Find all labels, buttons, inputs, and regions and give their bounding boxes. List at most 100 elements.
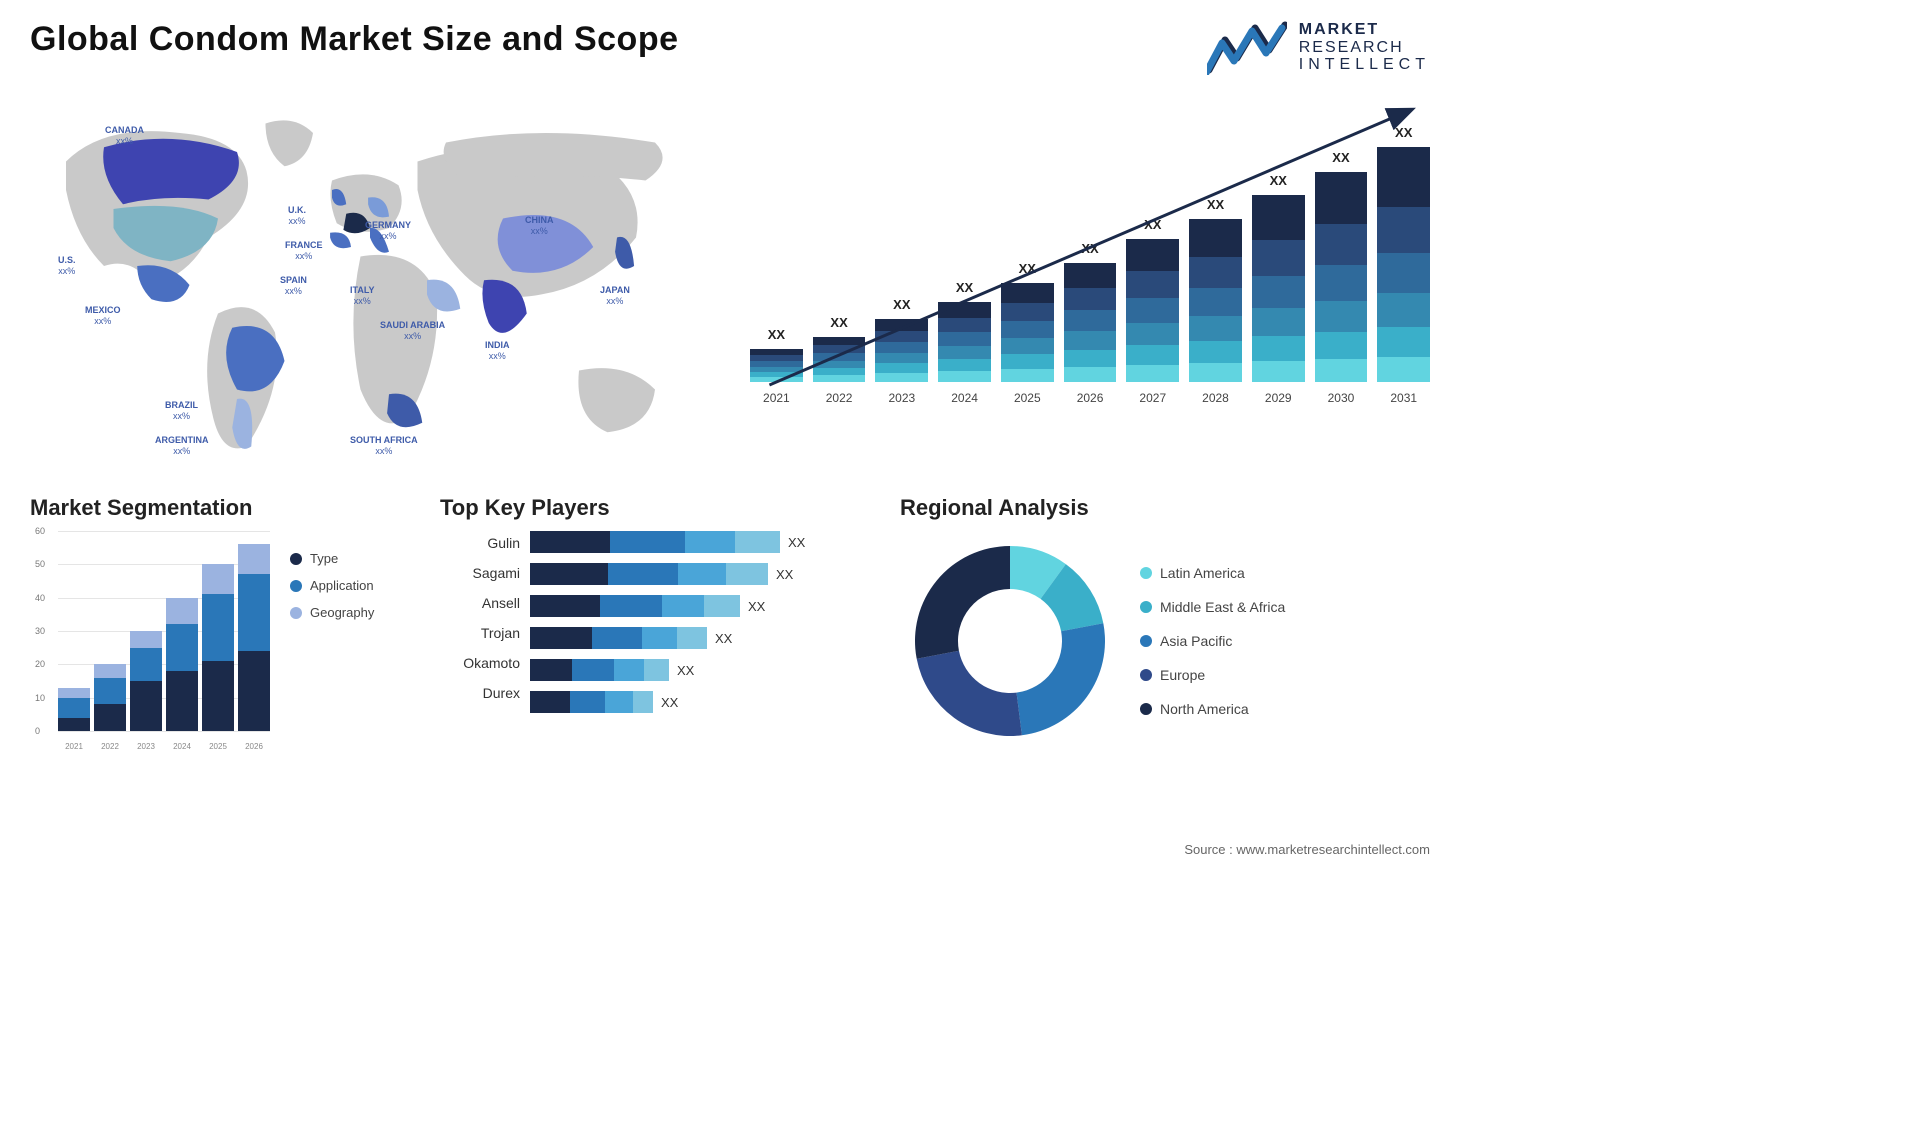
player-bar-segment xyxy=(678,563,726,585)
player-bar-segment xyxy=(644,659,669,681)
brand-logo: MARKET RESEARCH INTELLECT xyxy=(1207,20,1430,75)
seg-year-label: 2024 xyxy=(166,742,198,751)
player-bar-segment xyxy=(685,531,735,553)
map-country-brazil xyxy=(226,326,284,391)
growth-bar-segment xyxy=(1126,271,1179,298)
growth-bar-column: XX2025 xyxy=(1001,261,1054,405)
seg-year-label: 2025 xyxy=(202,742,234,751)
donut-segment xyxy=(1017,623,1105,735)
growth-bar-segment xyxy=(1252,308,1305,336)
growth-bar-segment xyxy=(1252,240,1305,276)
growth-bar-value: XX xyxy=(956,280,973,295)
logo-mark-icon xyxy=(1207,20,1287,75)
seg-bar-segment xyxy=(58,698,90,718)
growth-bar-year: 2022 xyxy=(826,391,853,405)
growth-bar-year: 2025 xyxy=(1014,391,1041,405)
player-bar-row: XX xyxy=(530,595,870,617)
map-label: SAUDI ARABIAxx% xyxy=(380,320,445,342)
seg-bar-segment xyxy=(130,648,162,681)
growth-bar-value: XX xyxy=(1144,217,1161,232)
players-title: Top Key Players xyxy=(440,495,870,521)
legend-dot-icon xyxy=(290,553,302,565)
map-label: CHINAxx% xyxy=(525,215,554,237)
map-label: U.K.xx% xyxy=(288,205,306,227)
map-label: MEXICOxx% xyxy=(85,305,121,327)
seg-bar-segment xyxy=(130,631,162,648)
legend-label: Middle East & Africa xyxy=(1160,599,1285,615)
player-name: Durex xyxy=(440,685,520,701)
logo-text-2: RESEARCH xyxy=(1299,39,1430,57)
seg-year-label: 2026 xyxy=(238,742,270,751)
map-label: INDIAxx% xyxy=(485,340,510,362)
segmentation-chart: 0102030405060202120222023202420252026 xyxy=(30,531,270,751)
player-bar-segment xyxy=(572,659,614,681)
logo-text-3: INTELLECT xyxy=(1299,56,1430,74)
map-label: ITALYxx% xyxy=(350,285,375,307)
growth-bar-column: XX2023 xyxy=(875,297,928,405)
legend-label: Asia Pacific xyxy=(1160,633,1232,649)
growth-bar-segment xyxy=(1001,354,1054,369)
seg-bar-segment xyxy=(58,688,90,698)
source-attribution: Source : www.marketresearchintellect.com xyxy=(1184,842,1430,857)
player-bar-segment xyxy=(530,595,600,617)
logo-text-1: MARKET xyxy=(1299,21,1430,39)
player-bar-segment xyxy=(677,627,707,649)
growth-bar-segment xyxy=(1377,293,1430,327)
growth-bar-segment xyxy=(1252,361,1305,382)
legend-label: Type xyxy=(310,551,338,566)
growth-bar-segment xyxy=(1189,257,1242,288)
growth-bar-year: 2031 xyxy=(1390,391,1417,405)
growth-bar-value: XX xyxy=(1081,241,1098,256)
seg-bar-segment xyxy=(166,598,198,625)
seg-y-tick: 60 xyxy=(35,526,45,536)
growth-bar-segment xyxy=(813,361,866,368)
players-panel: Top Key Players GulinSagamiAnsellTrojanO… xyxy=(440,495,870,751)
growth-bar-segment xyxy=(1252,336,1305,361)
growth-bar-segment xyxy=(1189,316,1242,341)
growth-bar-segment xyxy=(1064,367,1117,382)
regional-donut-chart xyxy=(900,531,1120,751)
seg-year-label: 2023 xyxy=(130,742,162,751)
player-bar-segment xyxy=(530,531,610,553)
seg-bar-segment xyxy=(58,718,90,731)
growth-bar-segment xyxy=(1377,147,1430,207)
growth-bar-column: XX2030 xyxy=(1315,150,1368,405)
growth-bar-segment xyxy=(1001,321,1054,338)
growth-bar-segment xyxy=(1126,298,1179,323)
growth-bar-segment xyxy=(813,375,866,382)
growth-bar-segment xyxy=(1126,345,1179,365)
legend-item: Asia Pacific xyxy=(1140,633,1285,649)
seg-bar-segment xyxy=(130,681,162,731)
player-name: Okamoto xyxy=(440,655,520,671)
growth-bar-segment xyxy=(1315,301,1368,332)
map-label: SOUTH AFRICAxx% xyxy=(350,435,418,457)
growth-bar-segment xyxy=(1377,253,1430,293)
legend-item: Middle East & Africa xyxy=(1140,599,1285,615)
player-bar-row: XX xyxy=(530,531,870,553)
map-label: BRAZILxx% xyxy=(165,400,198,422)
growth-bar-segment xyxy=(938,359,991,371)
player-name: Ansell xyxy=(440,595,520,611)
legend-dot-icon xyxy=(1140,601,1152,613)
growth-bar-year: 2028 xyxy=(1202,391,1229,405)
player-bar-segment xyxy=(530,659,572,681)
player-bar-segment xyxy=(608,563,678,585)
player-bar-segment xyxy=(592,627,642,649)
player-name: Gulin xyxy=(440,535,520,551)
growth-bar-segment xyxy=(1064,288,1117,310)
growth-bar-value: XX xyxy=(830,315,847,330)
player-bar-segment xyxy=(530,563,608,585)
legend-item: Europe xyxy=(1140,667,1285,683)
growth-bar-segment xyxy=(875,319,928,331)
seg-bar-segment xyxy=(238,651,270,731)
player-bar-segment xyxy=(633,691,653,713)
growth-bar-segment xyxy=(813,368,866,375)
map-label: FRANCExx% xyxy=(285,240,323,262)
seg-bar-segment xyxy=(166,624,198,671)
player-bar-segment xyxy=(614,659,644,681)
player-bar-segment xyxy=(726,563,768,585)
growth-bar-segment xyxy=(875,331,928,342)
growth-bar-segment xyxy=(1252,195,1305,240)
player-bar-row: XX xyxy=(530,563,870,585)
growth-bar-segment xyxy=(1001,303,1054,321)
